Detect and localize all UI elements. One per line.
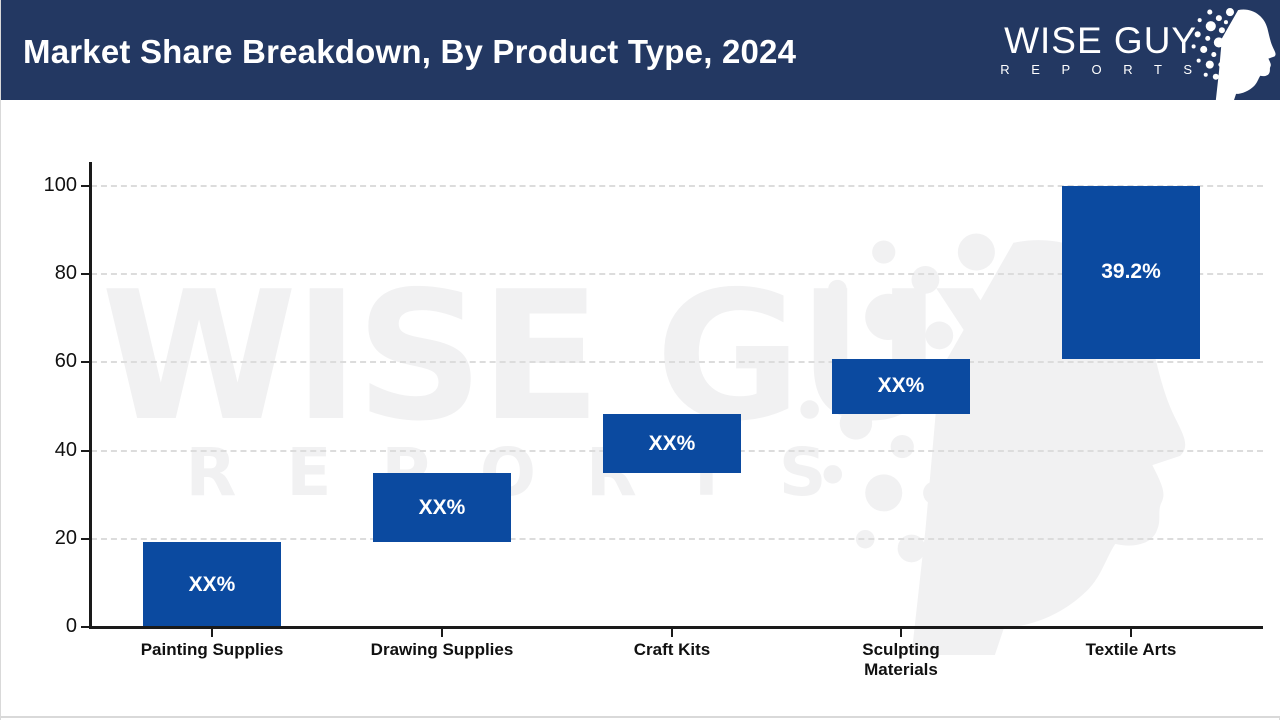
y-tick-label: 60: [54, 350, 77, 373]
y-tick-mark: [81, 273, 90, 276]
page-title: Market Share Breakdown, By Product Type,…: [23, 33, 797, 70]
wiseguy-face-icon: [1185, 4, 1277, 105]
x-tick-mark: [671, 629, 673, 637]
y-tick-mark: [81, 361, 90, 364]
y-axis-spine: [89, 162, 92, 629]
x-tick-mark: [900, 629, 902, 637]
brand-name: WISE GUY: [1004, 20, 1198, 61]
y-tick-mark: [81, 626, 90, 628]
y-tick-label: 80: [54, 262, 77, 285]
bar: XX%: [143, 542, 281, 627]
bar-value-label: XX%: [877, 374, 925, 398]
brand-subtitle: R E P O R T S: [1000, 62, 1201, 77]
x-axis-spine: [89, 626, 1263, 629]
y-tick-mark: [81, 185, 90, 187]
x-category-label: Painting Supplies: [140, 640, 284, 659]
brand-logo: WISE GUY R E P O R T S: [1000, 0, 1276, 100]
bar: XX%: [373, 473, 511, 543]
chart-area: WISE GUY REPORTS 0 20 40 60 80 100 XX% Painting…: [1, 100, 1280, 718]
y-tick-mark: [81, 537, 90, 540]
page-bottom-border: [1, 716, 1280, 718]
bar: XX%: [832, 358, 970, 414]
y-tick-label: 100: [43, 174, 77, 196]
bar-value-label: XX%: [188, 572, 236, 596]
watermark-title-text: WISE GUY: [101, 253, 1067, 460]
gridline: [91, 537, 1263, 540]
x-category-label: Drawing Supplies: [370, 640, 514, 659]
gridline: [91, 273, 1263, 276]
page-header: Market Share Breakdown, By Product Type,…: [1, 0, 1280, 100]
bar-value-label: XX%: [418, 495, 466, 519]
bar-value-label: 39.2%: [1101, 260, 1161, 284]
bar: XX%: [603, 413, 741, 474]
x-tick-mark: [1130, 629, 1132, 637]
x-tick-mark: [211, 629, 213, 637]
brand-logo-text: WISE GUY R E P O R T S: [1000, 22, 1201, 77]
x-category-label: Textile Arts: [1085, 640, 1177, 659]
x-tick-mark: [441, 629, 443, 637]
x-category-label: Sculpting Materials: [862, 640, 940, 680]
bar: 39.2%: [1062, 186, 1200, 359]
y-tick-mark: [81, 449, 90, 452]
bar-value-label: XX%: [648, 431, 696, 455]
x-category-label: Craft Kits: [633, 640, 711, 659]
y-tick-label: 40: [54, 438, 77, 461]
gridline: [91, 361, 1263, 364]
gridline: [91, 185, 1263, 187]
y-tick-label: 0: [65, 615, 77, 637]
y-tick-label: 20: [54, 526, 77, 549]
